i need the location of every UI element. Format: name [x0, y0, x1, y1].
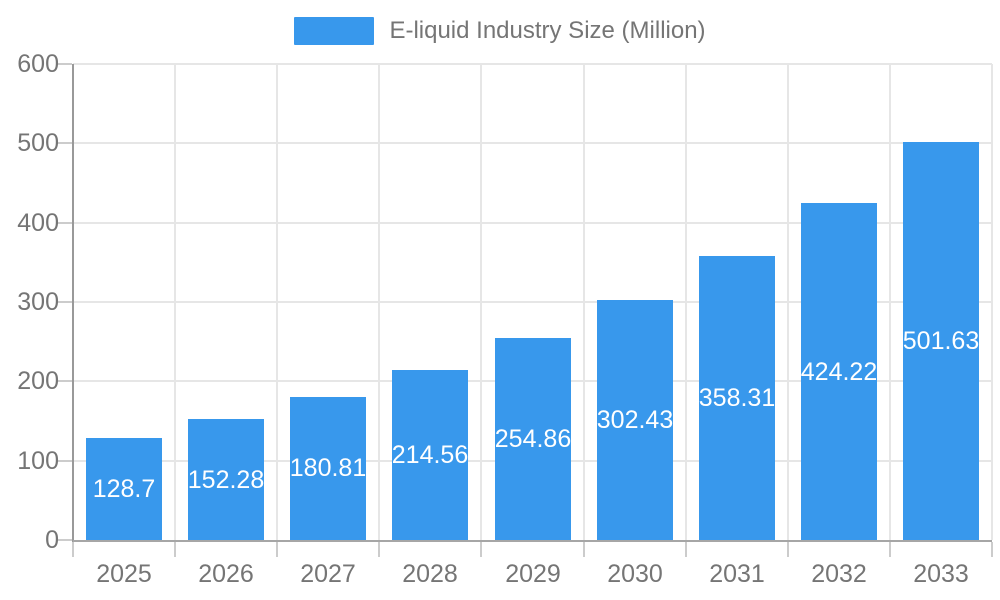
y-axis-tick [58, 142, 72, 144]
gridline-vertical [174, 64, 176, 540]
gridline-vertical [276, 64, 278, 540]
y-axis-tick [58, 222, 72, 224]
y-axis-tick [58, 380, 72, 382]
x-tick-label: 2033 [913, 560, 969, 588]
y-axis-line [72, 64, 74, 542]
gridline-vertical [991, 64, 993, 540]
gridline-horizontal [73, 222, 992, 224]
legend-swatch [294, 17, 375, 45]
legend-label: E-liquid Industry Size (Million) [389, 17, 706, 44]
bar-value-label: 128.7 [92, 475, 156, 503]
x-axis-tick [685, 542, 687, 557]
x-tick-label: 2031 [709, 560, 765, 588]
bar[interactable] [86, 438, 162, 540]
y-tick-label: 600 [17, 50, 59, 78]
bar-value-label: 501.63 [902, 327, 980, 355]
x-axis-tick [72, 542, 74, 557]
bar-value-label: 424.22 [800, 358, 878, 386]
bar-value-label: 302.43 [596, 406, 674, 434]
y-axis-tick [58, 539, 72, 541]
bar-value-label: 358.31 [698, 384, 776, 412]
gridline-horizontal [73, 142, 992, 144]
x-axis-tick [480, 542, 482, 557]
x-tick-label: 2026 [198, 560, 254, 588]
gridline-vertical [378, 64, 380, 540]
bar[interactable] [392, 370, 468, 540]
bar-value-label: 180.81 [289, 454, 367, 482]
legend[interactable]: E-liquid Industry Size (Million) [0, 17, 1000, 45]
bar[interactable] [290, 397, 366, 540]
bar[interactable] [699, 256, 775, 540]
x-axis-tick [276, 542, 278, 557]
x-tick-label: 2030 [607, 560, 663, 588]
x-axis-tick [378, 542, 380, 557]
bar[interactable] [903, 142, 979, 540]
x-tick-label: 2028 [402, 560, 458, 588]
x-axis-tick [889, 542, 891, 557]
x-axis-line [73, 540, 992, 542]
x-tick-label: 2027 [300, 560, 356, 588]
bar-value-label: 254.86 [494, 425, 572, 453]
bar[interactable] [597, 300, 673, 540]
x-tick-label: 2029 [505, 560, 561, 588]
bar[interactable] [495, 338, 571, 540]
y-tick-label: 100 [17, 447, 59, 475]
gridline-vertical [685, 64, 687, 540]
y-axis-tick [58, 63, 72, 65]
x-tick-label: 2032 [811, 560, 867, 588]
x-axis-tick [991, 542, 993, 557]
gridline-vertical [480, 64, 482, 540]
x-tick-label: 2025 [96, 560, 152, 588]
x-axis-tick [787, 542, 789, 557]
y-tick-label: 300 [17, 288, 59, 316]
y-axis-tick [58, 301, 72, 303]
y-tick-label: 0 [45, 526, 59, 554]
bar-value-label: 152.28 [187, 466, 265, 494]
gridline-horizontal [73, 301, 992, 303]
gridline-horizontal [73, 63, 992, 65]
bar-value-label: 214.56 [391, 441, 469, 469]
gridline-vertical [583, 64, 585, 540]
gridline-vertical [787, 64, 789, 540]
x-axis-tick [583, 542, 585, 557]
gridline-vertical [889, 64, 891, 540]
y-tick-label: 400 [17, 209, 59, 237]
y-tick-label: 500 [17, 129, 59, 157]
bar[interactable] [188, 419, 264, 540]
bar[interactable] [801, 203, 877, 540]
y-axis-tick [58, 460, 72, 462]
y-tick-label: 200 [17, 367, 59, 395]
x-axis-tick [174, 542, 176, 557]
